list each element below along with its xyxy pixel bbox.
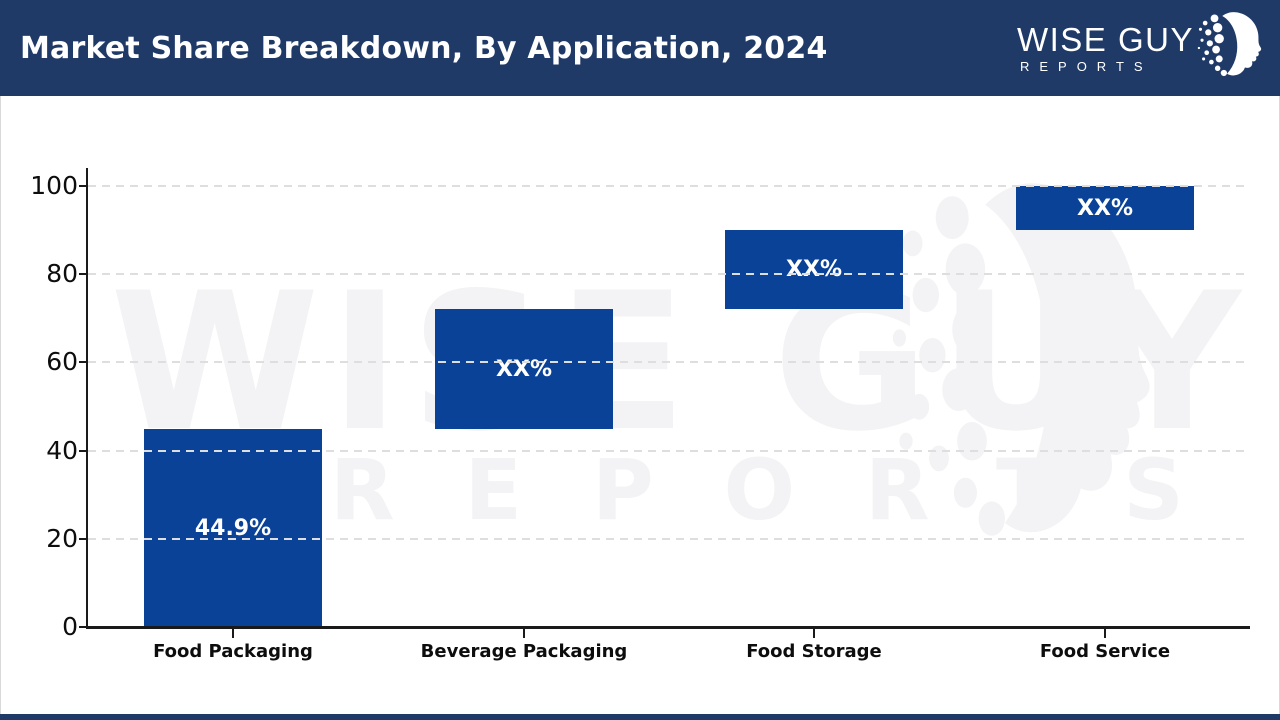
x-axis-tick xyxy=(813,629,815,638)
x-axis-tick xyxy=(1104,629,1106,638)
x-axis-category-label: Beverage Packaging xyxy=(420,641,628,662)
bar-value-label: XX% xyxy=(496,356,552,382)
y-axis-tick xyxy=(79,450,88,452)
logo-subtitle: REPORTS xyxy=(1019,59,1153,74)
y-axis-tick xyxy=(79,626,88,628)
footer-bar xyxy=(0,714,1280,720)
brand-logo: WISE GUY REPORTS xyxy=(1017,6,1266,90)
y-axis-tick-label: 80 xyxy=(46,259,78,288)
page-title: Market Share Breakdown, By Application, … xyxy=(20,30,828,66)
y-axis-tick-label: 100 xyxy=(30,171,78,200)
bar-segment: XX% xyxy=(1016,186,1194,230)
bar-segment: XX% xyxy=(725,230,903,309)
x-axis-category-label: Food Storage xyxy=(746,641,882,662)
bar-value-label: XX% xyxy=(786,257,842,282)
y-axis-tick-label: 20 xyxy=(46,524,78,553)
bar-segment: 44.9% xyxy=(144,429,322,627)
x-axis-category-label: Food Service xyxy=(1039,641,1171,662)
y-gridline xyxy=(88,185,1250,187)
logo-wordmark: WISE GUY xyxy=(1016,21,1194,58)
bar-value-label: 44.9% xyxy=(194,515,272,541)
y-axis-line xyxy=(86,168,88,629)
y-axis-tick xyxy=(79,273,88,275)
header-bar: Market Share Breakdown, By Application, … xyxy=(0,0,1280,96)
y-axis-tick-label: 40 xyxy=(46,436,78,465)
y-axis-tick xyxy=(79,361,88,363)
logo-text: WISE GUY REPORTS xyxy=(1017,23,1194,73)
y-axis-tick-label: 0 xyxy=(62,612,78,641)
y-axis-tick-label: 60 xyxy=(46,347,78,376)
y-axis-tick xyxy=(79,185,88,187)
y-gridline xyxy=(88,450,1250,452)
bar-segment: XX% xyxy=(435,309,613,429)
x-axis-category-label: Food Packaging xyxy=(153,641,313,662)
x-axis-tick xyxy=(523,629,525,638)
x-axis-tick xyxy=(232,629,234,638)
y-gridline xyxy=(88,361,1250,363)
y-axis-tick xyxy=(79,538,88,540)
y-gridline xyxy=(88,273,1250,275)
bar-value-label: XX% xyxy=(1077,195,1133,221)
logo-head-icon xyxy=(1197,12,1262,77)
x-axis-line xyxy=(86,626,1250,629)
y-gridline xyxy=(88,538,1250,540)
